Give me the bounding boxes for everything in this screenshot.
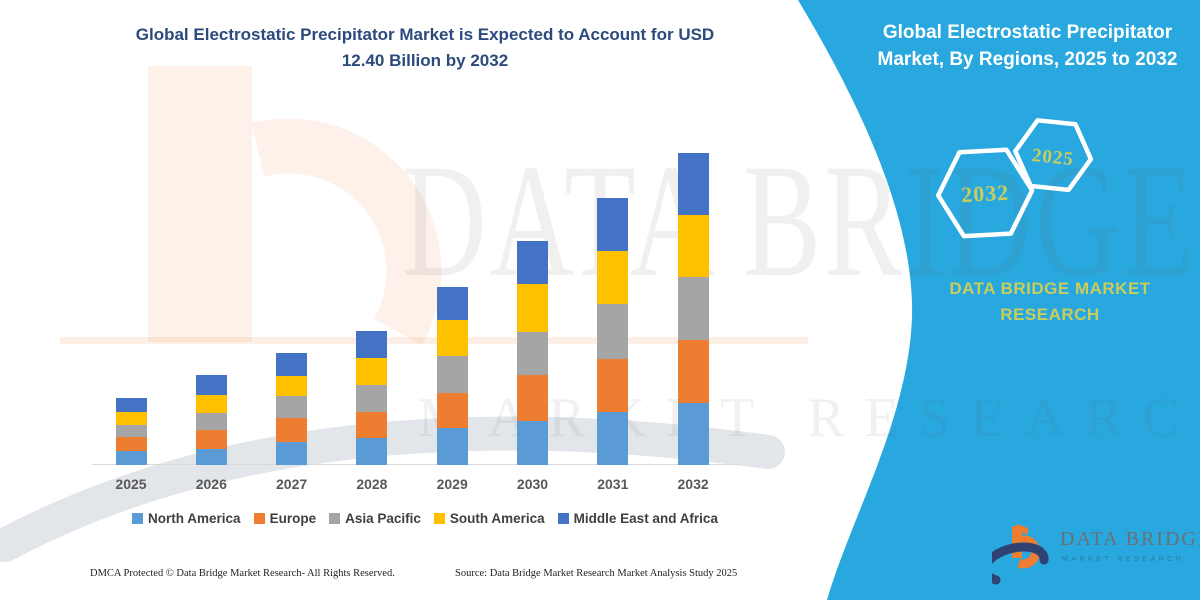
hexagon-badges: 2032 2025 bbox=[935, 118, 1094, 239]
legend-swatch-middle-east-and-africa bbox=[557, 513, 569, 524]
bar-segment-middle-east-and-africa bbox=[115, 397, 147, 412]
x-tick-label-2030: 2030 bbox=[516, 476, 549, 492]
bar-segment-south-america bbox=[517, 283, 548, 332]
hexagon-2025-icon: 2025 bbox=[1013, 118, 1094, 193]
legend-swatch-south-america bbox=[433, 513, 445, 524]
bar-segment-north-america bbox=[195, 448, 227, 465]
bar-segment-south-america bbox=[356, 358, 388, 386]
bar-segment-north-america bbox=[276, 442, 308, 465]
logo-wordmark: DATA BRIDGE bbox=[1060, 528, 1200, 550]
chart-legend: North America Europe Asia Pacific South Ame… bbox=[90, 511, 760, 526]
legend-label: North America bbox=[148, 511, 241, 526]
footer-source-text: Source: Data Bridge Market Research Mark… bbox=[455, 568, 738, 579]
chart-title: Global Electrostatic Precipitator Market… bbox=[80, 22, 770, 75]
bar-segment-asia-pacific bbox=[276, 396, 308, 419]
legend-item-europe: Europe bbox=[253, 511, 317, 526]
hexagon-2032-label: 2032 bbox=[961, 180, 1010, 207]
bar-segment-south-america bbox=[597, 250, 629, 304]
bar-segment-south-america bbox=[436, 320, 468, 356]
bar-segment-europe bbox=[276, 418, 308, 443]
hexagon-2032-icon: 2032 bbox=[935, 147, 1035, 239]
bar-segment-europe bbox=[115, 436, 147, 451]
bar-segment-asia-pacific bbox=[517, 332, 548, 375]
bar-segment-north-america bbox=[597, 411, 629, 465]
bar-segment-asia-pacific bbox=[677, 276, 709, 340]
bar-segment-middle-east-and-africa bbox=[195, 374, 227, 395]
x-tick-label-2029: 2029 bbox=[436, 476, 468, 492]
stacked-bar-2030 bbox=[517, 240, 548, 465]
bar-segment-europe bbox=[195, 429, 227, 449]
bar-segment-middle-east-and-africa bbox=[356, 330, 388, 359]
bar-segment-europe bbox=[436, 393, 468, 428]
data-bridge-logo: DATA BRIDGE MARKET RESEARCH bbox=[992, 516, 1200, 596]
bar-segment-middle-east-and-africa bbox=[276, 352, 308, 377]
panel-title-line1: Global Electrostatic Precipitator bbox=[882, 22, 1173, 43]
legend-swatch-north-america bbox=[132, 513, 144, 524]
bar-segment-europe bbox=[356, 412, 388, 439]
footer-dmca-text: DMCA Protected © Data Bridge Market Rese… bbox=[90, 568, 395, 579]
legend-item-north-america: North America bbox=[132, 511, 241, 526]
bar-segment-south-america bbox=[115, 411, 147, 425]
x-axis-line bbox=[92, 464, 740, 465]
legend-label: Asia Pacific bbox=[345, 511, 421, 526]
legend-item-asia-pacific: Asia Pacific bbox=[329, 511, 421, 526]
bar-segment-middle-east-and-africa bbox=[597, 197, 629, 251]
bar-segment-middle-east-and-africa bbox=[517, 240, 548, 284]
legend-item-middle-east-and-africa: Middle East and Africa bbox=[557, 511, 718, 526]
x-tick-label-2031: 2031 bbox=[597, 476, 629, 492]
stacked-bar-2027 bbox=[276, 352, 308, 465]
bar-segment-asia-pacific bbox=[115, 424, 147, 437]
stacked-bar-2031 bbox=[597, 197, 629, 465]
chart-title-line2: 12.40 Billion by 2032 bbox=[341, 51, 509, 71]
brand-line1: DATA BRIDGE MARKET bbox=[949, 279, 1151, 298]
bar-segment-europe bbox=[677, 339, 709, 403]
bar-segment-north-america bbox=[517, 421, 548, 465]
brand-text: DATA BRIDGE MARKET RESEARCH bbox=[900, 276, 1200, 327]
bar-segment-europe bbox=[517, 375, 548, 421]
bar-segment-middle-east-and-africa bbox=[436, 287, 468, 320]
x-tick-label-2027: 2027 bbox=[276, 476, 308, 492]
legend-label: Middle East and Africa bbox=[573, 511, 718, 526]
bar-segment-asia-pacific bbox=[597, 303, 629, 359]
x-tick-label-2025: 2025 bbox=[115, 476, 147, 492]
stacked-bar-2028 bbox=[356, 330, 388, 465]
bar-segment-north-america bbox=[115, 450, 147, 465]
bar-segment-north-america bbox=[677, 402, 709, 465]
bar-segment-asia-pacific bbox=[356, 385, 388, 413]
bar-segment-europe bbox=[597, 358, 629, 412]
x-tick-label-2032: 2032 bbox=[677, 476, 709, 492]
bar-segment-south-america bbox=[195, 394, 227, 413]
legend-label: Europe bbox=[269, 511, 317, 526]
x-tick-label-2026: 2026 bbox=[195, 476, 227, 492]
bar-segment-middle-east-and-africa bbox=[677, 153, 709, 215]
bar-segment-south-america bbox=[677, 214, 709, 277]
bar-segment-asia-pacific bbox=[436, 356, 468, 393]
bar-segment-asia-pacific bbox=[195, 412, 227, 430]
chart-title-line1: Global Electrostatic Precipitator Market… bbox=[135, 25, 715, 44]
legend-label: South America bbox=[449, 511, 545, 526]
data-bridge-logo-icon bbox=[992, 524, 1049, 585]
panel-title-line2: Market, By Regions, 2025 to 2032 bbox=[877, 48, 1178, 70]
x-tick-label-2028: 2028 bbox=[356, 476, 388, 492]
bar-segment-south-america bbox=[276, 376, 308, 397]
bar-segment-north-america bbox=[356, 438, 388, 465]
hexagon-2025-label: 2025 bbox=[1031, 145, 1075, 170]
bar-segment-north-america bbox=[436, 428, 468, 465]
stacked-bar-2026 bbox=[195, 374, 227, 465]
stacked-bar-2029 bbox=[436, 287, 468, 465]
stacked-bar-2025 bbox=[115, 397, 147, 465]
legend-item-south-america: South America bbox=[433, 511, 545, 526]
brand-line2: RESEARCH bbox=[1000, 304, 1100, 324]
logo-tagline: MARKET RESEARCH bbox=[1062, 556, 1185, 563]
stacked-bar-2032 bbox=[677, 153, 709, 465]
legend-swatch-asia-pacific bbox=[329, 513, 341, 524]
legend-swatch-europe bbox=[253, 513, 265, 524]
panel-title: Global Electrostatic Precipitator Market… bbox=[860, 20, 1195, 73]
